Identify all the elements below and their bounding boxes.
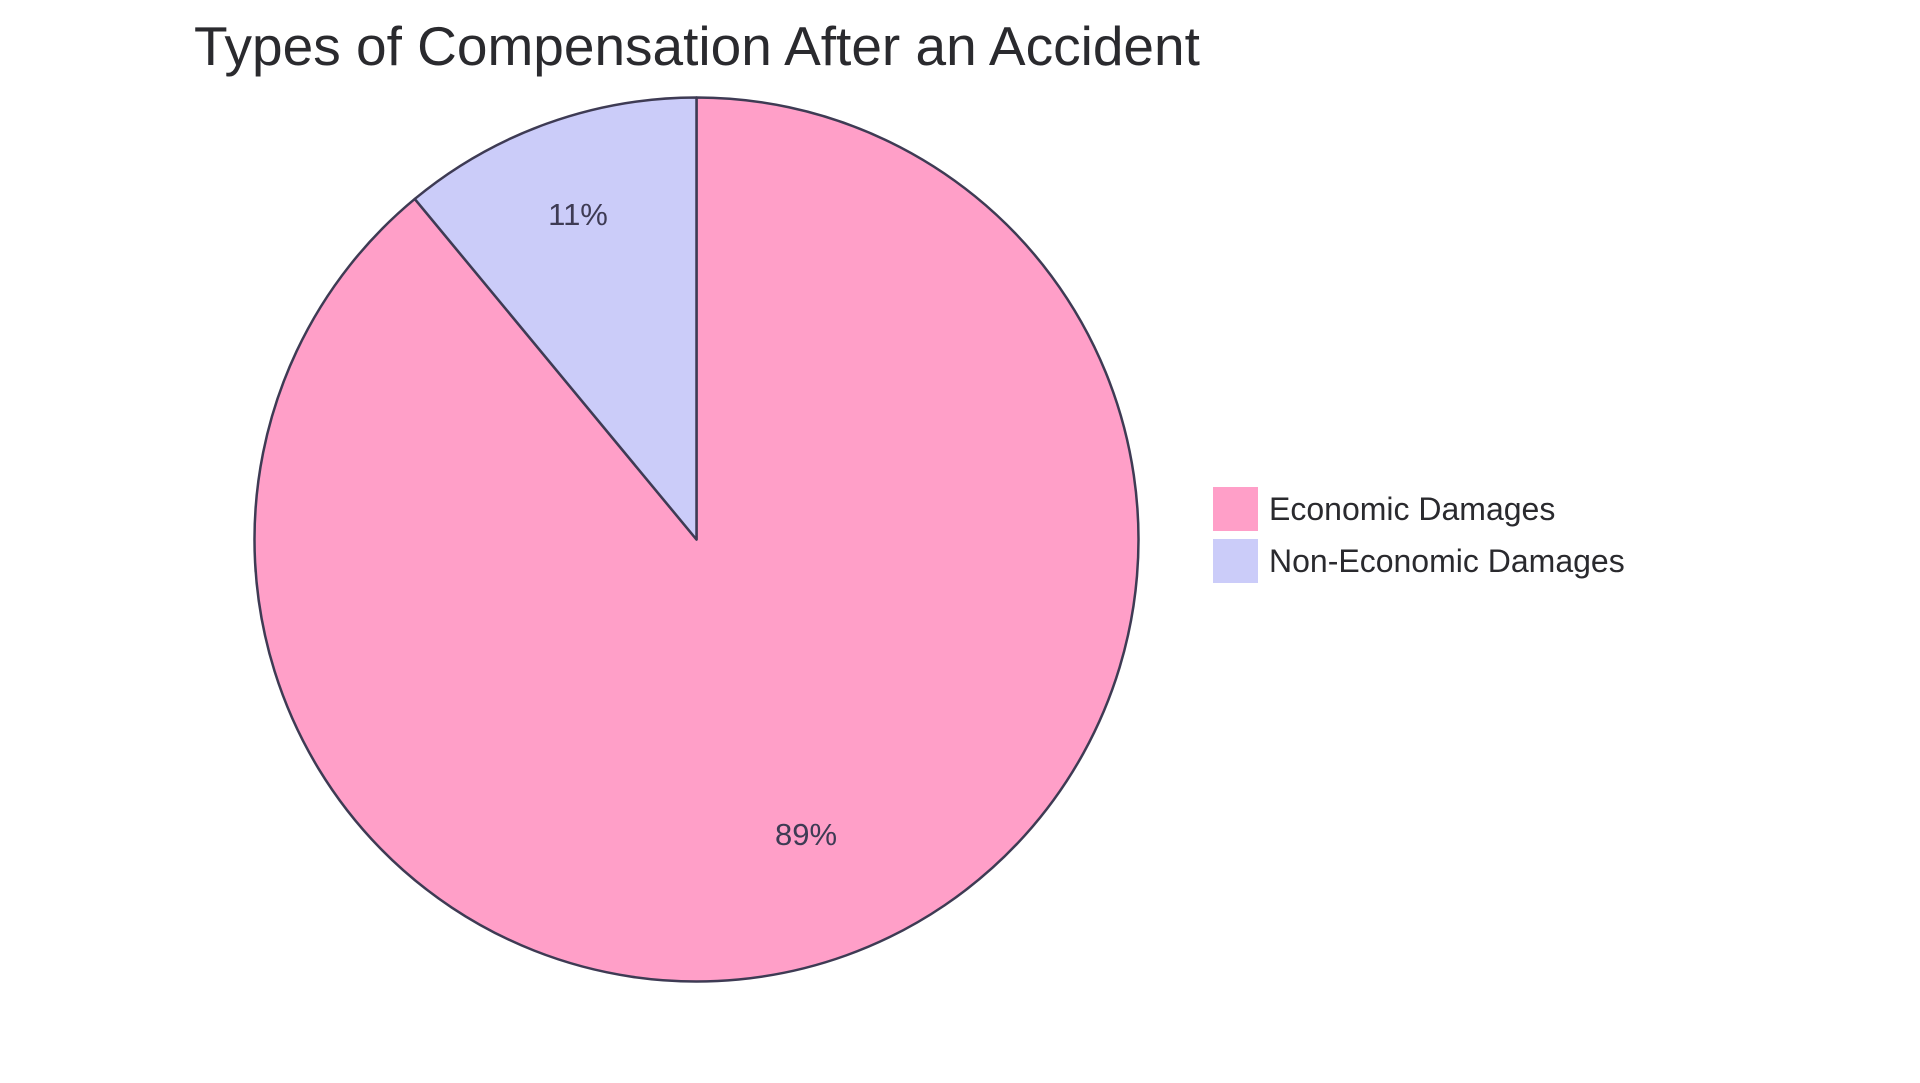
- svg-text:89%: 89%: [775, 817, 837, 852]
- svg-text:11%: 11%: [548, 197, 608, 232]
